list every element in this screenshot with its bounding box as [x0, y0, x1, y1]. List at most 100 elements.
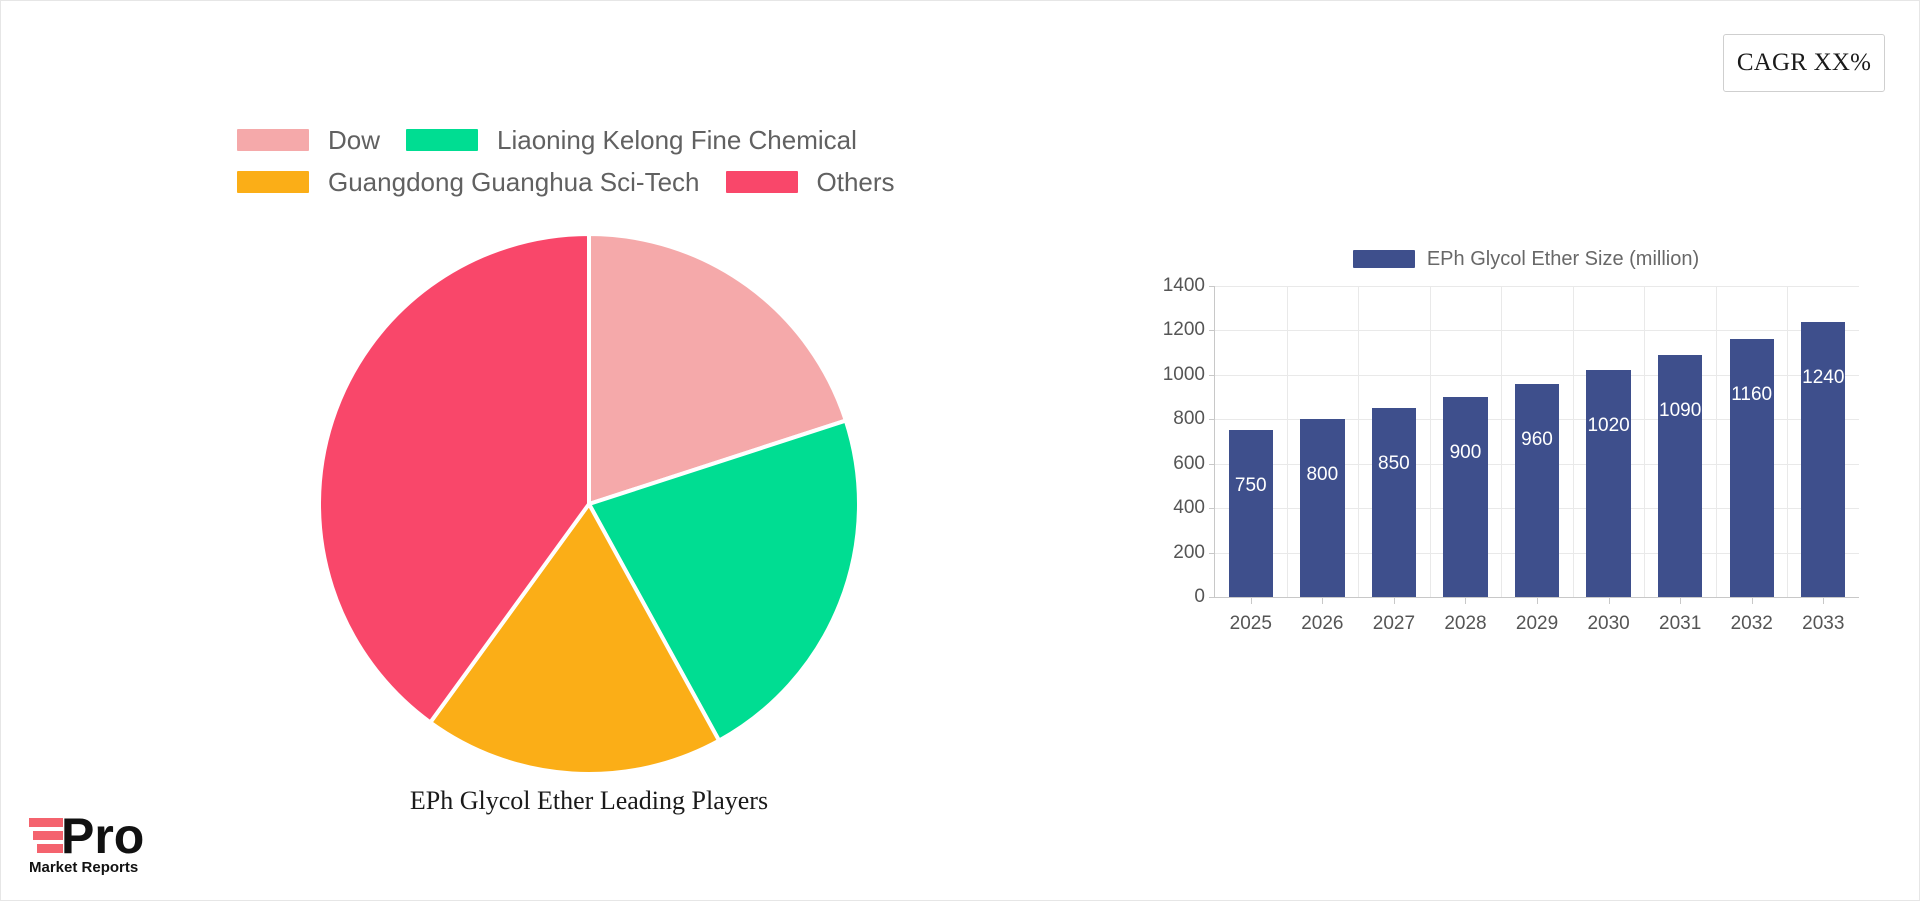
y-axis-tick-label: 800: [1173, 408, 1205, 430]
bar[interactable]: 850: [1371, 408, 1417, 597]
pie-legend-item-guangdong[interactable]: Guangdong Guanghua Sci-Tech: [237, 169, 700, 195]
bar-value-label: 1160: [1731, 384, 1773, 406]
bar-chart: EPh Glycol Ether Size (million) 0 200 400 6…: [1146, 244, 1906, 684]
y-axis-tick-label: 200: [1173, 541, 1205, 563]
x-axis-tick-mark: [1823, 597, 1825, 604]
bar-slot: 850 2027: [1358, 286, 1430, 634]
y-gridline: [1215, 286, 1859, 287]
x-gridline: [1358, 286, 1360, 597]
legend-swatch-others: [725, 171, 798, 193]
bar-series: 750 2025 800 2026 850 2027 900 2028 960 2029 1020 2…: [1215, 286, 1860, 634]
bar-slot: 750 2025: [1215, 286, 1287, 634]
legend-swatch-liaoning: [406, 129, 479, 151]
x-axis-tick-label: 2030: [1587, 613, 1630, 634]
y-axis-tick-mark: [1209, 597, 1215, 598]
x-axis-tick-mark: [1608, 597, 1610, 604]
legend-label-guangdong: Guangdong Guanghua Sci-Tech: [328, 167, 700, 197]
bar-slot: 1020 2030: [1573, 286, 1645, 634]
bar[interactable]: 1160: [1729, 339, 1774, 597]
x-axis-tick-mark: [1250, 597, 1252, 604]
y-axis-tick-mark: [1209, 552, 1215, 554]
x-axis-tick-label: 2027: [1372, 613, 1416, 634]
bar[interactable]: 1020: [1586, 370, 1631, 597]
cagr-badge-label: CAGR XX%: [1736, 49, 1872, 76]
bar-chart-plot-area: 0 200 400 600 800 1000 1200 1400 750 2025 800 2026…: [1163, 275, 1860, 634]
bar-slot: 960 2029: [1501, 286, 1573, 634]
legend-swatch-guangdong: [237, 171, 309, 193]
bar-slot: 1240 2033: [1788, 286, 1860, 634]
legend-label-liaoning: Liaoning Kelong Fine Chemical: [497, 125, 857, 155]
y-axis-tick-label: 1000: [1162, 363, 1205, 385]
x-axis-tick-mark: [1751, 597, 1753, 604]
x-axis-tick-mark: [1680, 597, 1682, 604]
bar[interactable]: 1240: [1801, 321, 1846, 597]
x-axis-tick-mark: [1322, 597, 1324, 604]
y-axis-tick-label: 1400: [1162, 275, 1205, 296]
y-axis-tick-label: 0: [1194, 586, 1205, 607]
pie-legend-item-liaoning[interactable]: Liaoning Kelong Fine Chemical: [406, 127, 857, 153]
bar[interactable]: 1090: [1657, 354, 1703, 597]
x-axis-tick-label: 2033: [1802, 613, 1845, 634]
pie-chart-title: EPh Glycol Ether Leading Players: [409, 786, 769, 815]
x-gridline: [1715, 286, 1717, 597]
x-axis-tick-label: 2031: [1659, 613, 1702, 634]
pie-legend-row-2: Guangdong Guanghua Sci-Tech Others: [237, 161, 957, 203]
bar-slot: 900 2028: [1430, 286, 1502, 634]
pie-legend: Dow Liaoning Kelong Fine Chemical Guangd…: [237, 119, 957, 203]
bar[interactable]: 960: [1514, 383, 1560, 597]
pie-legend-item-dow[interactable]: Dow: [237, 127, 380, 153]
x-axis-tick-mark: [1393, 597, 1395, 604]
x-gridline: [1501, 286, 1503, 597]
cagr-badge: CAGR XX%: [1723, 34, 1885, 92]
bar-slot: 800 2026: [1287, 286, 1359, 634]
bar-value-label: 960: [1521, 428, 1553, 450]
bar[interactable]: 900: [1443, 397, 1488, 597]
legend-label-others: Others: [816, 167, 895, 197]
bar[interactable]: 750: [1228, 430, 1273, 597]
x-gridline: [1644, 286, 1646, 597]
pie-legend-row-1: Dow Liaoning Kelong Fine Chemical: [237, 119, 957, 161]
pie-slice[interactable]: [587, 418, 860, 743]
pie-chart-svg: [318, 233, 860, 775]
legend-label-dow: Dow: [328, 125, 381, 155]
bar-value-label: 750: [1234, 475, 1267, 497]
bar-value-label: 900: [1449, 442, 1482, 464]
y-gridline: [1215, 374, 1859, 376]
y-gridline: [1215, 330, 1859, 332]
bar-value-label: 1240: [1802, 366, 1845, 388]
x-gridline: [1572, 286, 1574, 597]
y-axis-tick-label: 600: [1173, 452, 1205, 474]
x-gridline: [1286, 286, 1288, 597]
legend-label-size: EPh Glycol Ether Size (million): [1426, 248, 1700, 270]
pro-market-reports-logo: Pro Market Reports: [23, 806, 173, 878]
bar-value-label: 800: [1306, 464, 1339, 486]
x-axis-tick-label: 2025: [1229, 613, 1272, 634]
logo-primary-text: Pro: [61, 808, 144, 864]
y-axis-tick-mark: [1209, 374, 1215, 376]
x-axis-tick-mark: [1465, 597, 1467, 604]
legend-swatch-size: [1352, 250, 1415, 268]
pie-chart: [318, 233, 860, 775]
y-axis-tick-mark: [1209, 330, 1215, 332]
bar-chart-legend[interactable]: EPh Glycol Ether Size (million): [1146, 244, 1906, 274]
bar-value-label: 1020: [1587, 415, 1630, 437]
bar-slot: 1160 2032: [1716, 286, 1788, 634]
y-axis-tick-label: 1200: [1162, 319, 1205, 341]
y-axis-tick-mark: [1209, 286, 1215, 287]
bar-slot: 1090 2031: [1644, 286, 1716, 634]
x-gridline: [1787, 286, 1789, 597]
x-axis-tick-label: 2029: [1515, 613, 1559, 634]
pie-slice[interactable]: [587, 233, 848, 506]
bar[interactable]: 800: [1300, 419, 1345, 597]
pie-slice[interactable]: [318, 233, 591, 725]
legend-swatch-dow: [237, 129, 309, 151]
y-axis-tick-label: 400: [1173, 497, 1205, 519]
pie-slice[interactable]: [428, 502, 722, 775]
pie-legend-item-others[interactable]: Others: [725, 167, 895, 197]
bar-value-label: 850: [1378, 453, 1410, 475]
logo-svg: Pro Market Reports: [29, 808, 144, 876]
logo-secondary-text: Market Reports: [29, 859, 138, 876]
x-gridline: [1429, 286, 1431, 597]
x-axis-tick-label: 2026: [1301, 613, 1344, 634]
